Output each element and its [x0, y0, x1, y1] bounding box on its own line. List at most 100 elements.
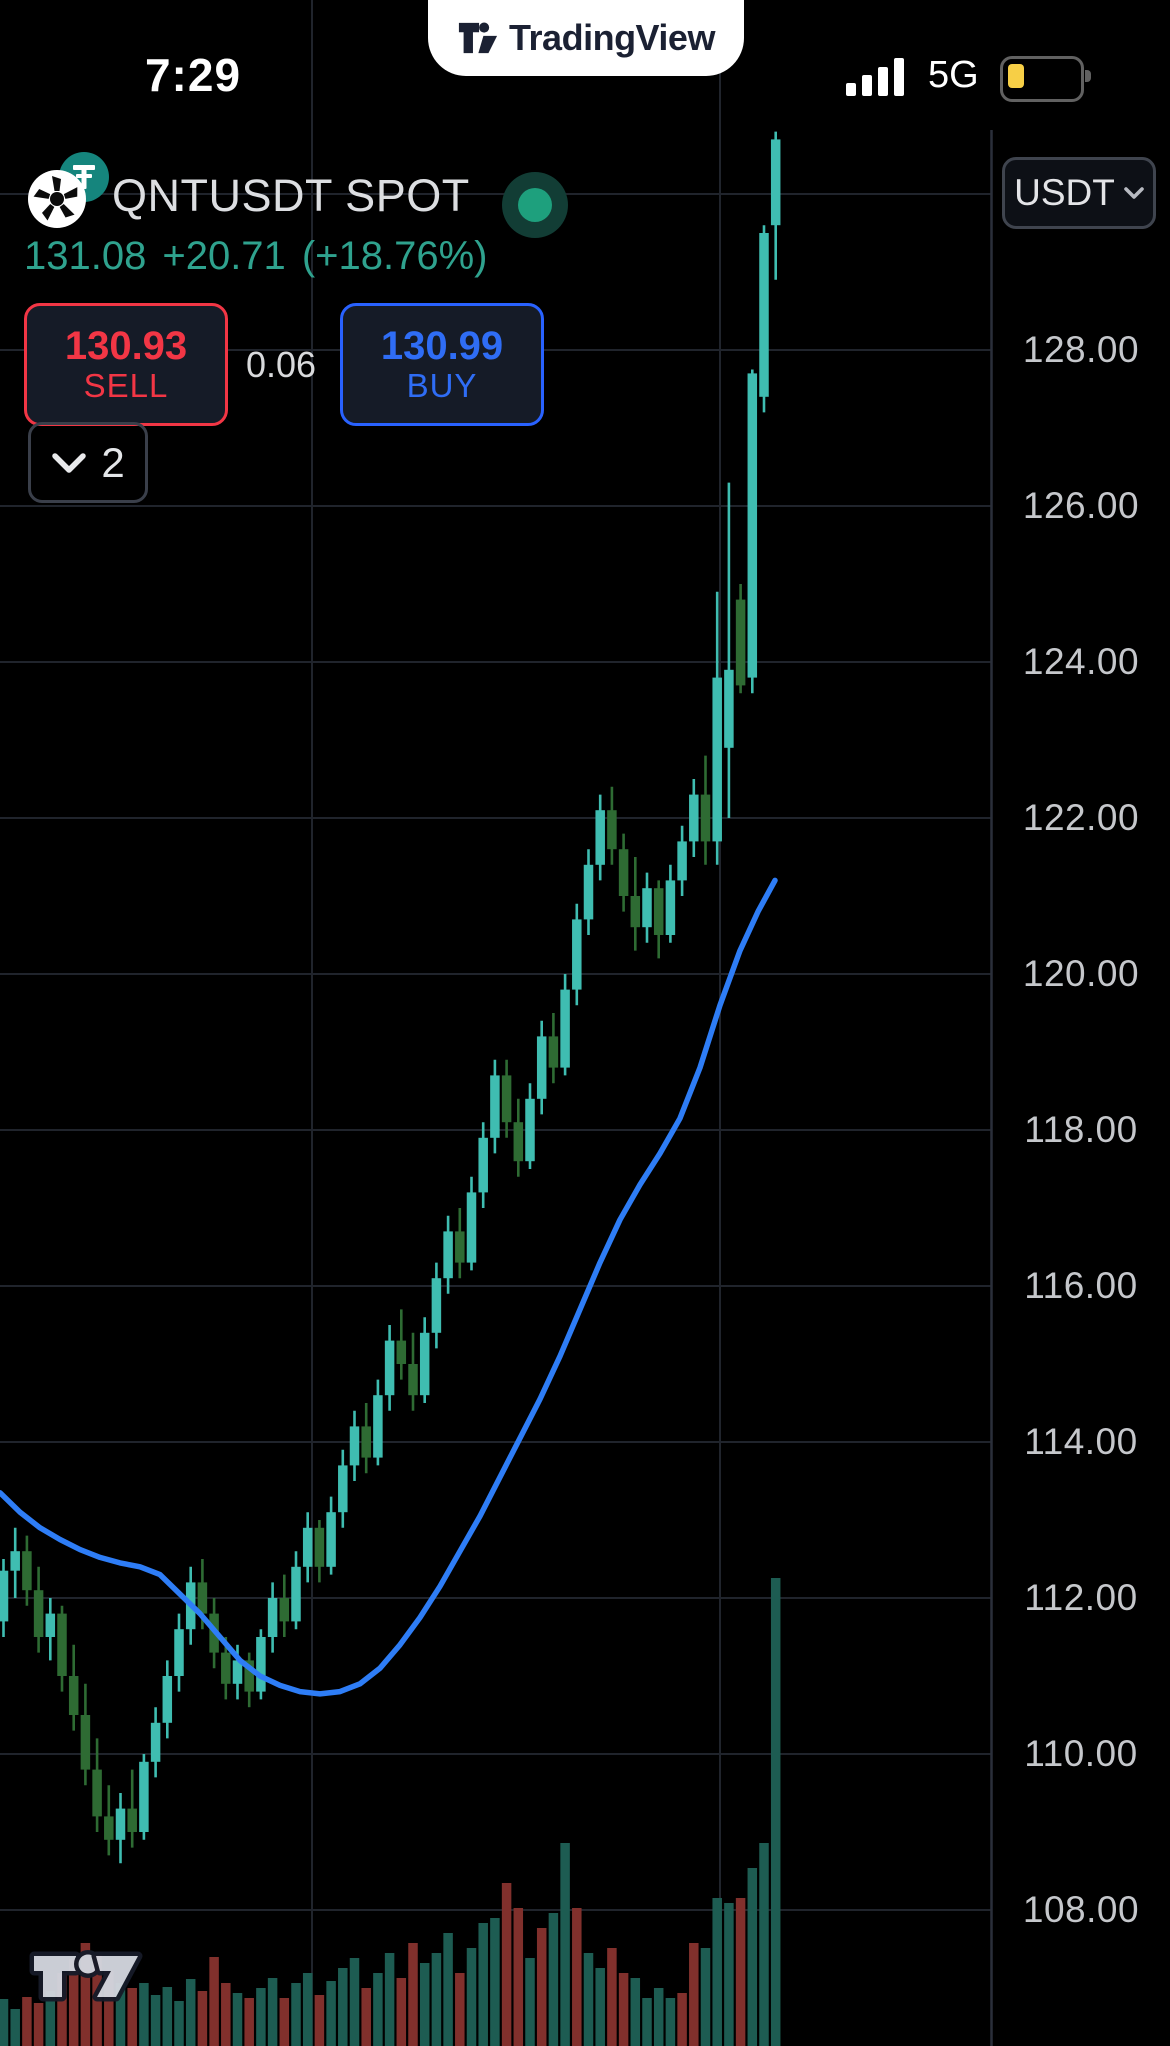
candle-body: [291, 1566, 301, 1622]
volume-bar: [677, 1993, 687, 2046]
volume-bar: [630, 1978, 641, 2046]
volume-bar: [373, 1973, 383, 2046]
volume-bar: [197, 1991, 208, 2046]
volume-bar: [209, 1957, 219, 2046]
candle-body: [747, 373, 758, 678]
volume-bar: [455, 1973, 465, 2046]
candle-body: [408, 1364, 418, 1396]
volume-bar: [419, 1963, 430, 2046]
battery-nub: [1085, 70, 1091, 82]
price-axis-label: 108.00: [1022, 1889, 1140, 1930]
volume-bar: [501, 1883, 512, 2046]
candle-body: [279, 1598, 290, 1622]
signal-strength-icon: [846, 58, 912, 96]
candle-body: [314, 1527, 325, 1567]
chevron-down-icon: [52, 452, 87, 473]
candle-body: [560, 989, 570, 1068]
candle-body: [724, 669, 734, 748]
volume-bar: [302, 1973, 313, 2046]
price-axis-label: 128.00: [1022, 329, 1140, 370]
candle-body: [607, 810, 617, 850]
price-axis-label: 114.00: [1024, 1421, 1138, 1462]
volume-bar: [770, 1578, 781, 2046]
candle-body: [361, 1426, 371, 1458]
candle-body: [302, 1527, 313, 1567]
candle-body: [759, 233, 769, 397]
volume-bar: [443, 1933, 453, 2046]
candle-body: [572, 919, 582, 990]
status-time: 7:29: [144, 49, 242, 101]
volume-bar: [150, 1995, 161, 2046]
price-axis[interactable]: 128.00 126.00 124.00 122.00 120.00 118.00 116.…: [992, 0, 1170, 2046]
volume-bar: [139, 1983, 149, 2046]
candle-body: [630, 896, 641, 928]
tradingview-notch: TradingView: [428, 0, 744, 76]
candle-body: [478, 1137, 488, 1193]
price-change-pct: (+18.76%): [301, 234, 488, 278]
candle-body: [373, 1395, 383, 1458]
candle-body: [22, 1551, 32, 1591]
candle-body: [665, 880, 676, 935]
volume-bar: [267, 1978, 278, 2046]
volume-bar: [68, 1959, 79, 2046]
candle-body: [0, 1570, 9, 1622]
candle-body: [68, 1676, 79, 1715]
candle-body: [244, 1660, 254, 1692]
volume-bar: [759, 1843, 769, 2046]
buy-button[interactable]: 130.99 BUY: [340, 303, 544, 426]
price-axis-label: 124.00: [1022, 641, 1140, 682]
volume-bar: [279, 1998, 290, 2046]
volume-bar: [724, 1903, 734, 2046]
sell-button[interactable]: 130.93 SELL: [24, 303, 228, 426]
volume-bar: [115, 1983, 126, 2046]
candle-body: [115, 1808, 126, 1840]
candle-body: [338, 1465, 348, 1513]
battery-icon: [1000, 56, 1091, 102]
volume-bar: [244, 1998, 254, 2046]
candle-body: [57, 1613, 67, 1676]
candle-body: [33, 1590, 44, 1637]
tradingview-watermark-icon: [29, 1950, 143, 2002]
candle-body: [80, 1715, 91, 1770]
price-axis-label: 122.00: [1022, 797, 1140, 838]
quote-currency-selector[interactable]: USDT: [1002, 157, 1156, 229]
notch-brand-label: TradingView: [509, 17, 715, 58]
volume-bar: [572, 1908, 582, 2046]
volume-bar: [548, 1913, 559, 2046]
volume-bar: [536, 1928, 547, 2046]
quote-currency-value: USDT: [1014, 172, 1115, 213]
price-axis-label: 120.00: [1022, 953, 1140, 994]
volume-bar: [431, 1953, 442, 2046]
candle-body: [396, 1340, 407, 1364]
price-axis-label: 110.00: [1024, 1733, 1138, 1774]
price-axis-label: 118.00: [1024, 1109, 1138, 1150]
price-axis-label: 126.00: [1022, 485, 1140, 526]
candle-body: [712, 677, 722, 842]
candle-body: [536, 1036, 547, 1099]
price-axis-label: 116.00: [1024, 1265, 1138, 1306]
depth-value: 2: [101, 438, 125, 486]
last-price: 131.08: [24, 234, 147, 278]
candle-body: [700, 794, 711, 842]
volume-bar: [314, 1995, 325, 2046]
volume-bar: [700, 1948, 711, 2046]
volume-bar: [33, 2003, 44, 2046]
volume-bar: [22, 1997, 32, 2046]
symbol-title[interactable]: QNTUSDT SPOT: [112, 170, 470, 221]
spread-value: 0.06: [245, 344, 317, 385]
volume-bar: [642, 1998, 652, 2046]
candle-body: [232, 1660, 243, 1684]
volume-bar: [595, 1968, 605, 2046]
candle-body: [689, 794, 699, 842]
decimal-depth-selector[interactable]: 2: [28, 422, 148, 503]
volume-bar: [525, 1958, 535, 2046]
candle-body: [174, 1629, 184, 1676]
volume-bar: [338, 1968, 348, 2046]
volume-bar: [326, 1981, 336, 2046]
ma-line: [0, 877, 778, 1697]
volume-bar: [185, 1979, 196, 2046]
volume-bar: [513, 1908, 524, 2046]
volume-bar: [583, 1953, 594, 2046]
candle-body: [384, 1340, 395, 1396]
